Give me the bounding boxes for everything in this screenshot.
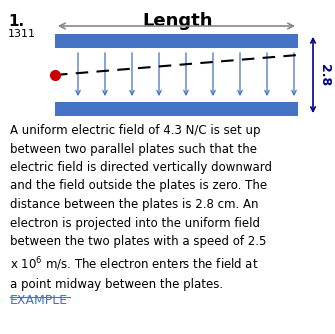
- Text: 2.8: 2.8: [318, 64, 331, 86]
- Text: EXAMPLE: EXAMPLE: [10, 294, 68, 307]
- Text: Length: Length: [143, 12, 213, 30]
- Text: A uniform electric field of 4.3 N/C is set up
between two parallel plates such t: A uniform electric field of 4.3 N/C is s…: [10, 124, 272, 292]
- Bar: [55, 102, 298, 116]
- Text: 1311: 1311: [8, 29, 36, 39]
- Bar: [55, 34, 298, 48]
- Text: 1.: 1.: [8, 14, 24, 29]
